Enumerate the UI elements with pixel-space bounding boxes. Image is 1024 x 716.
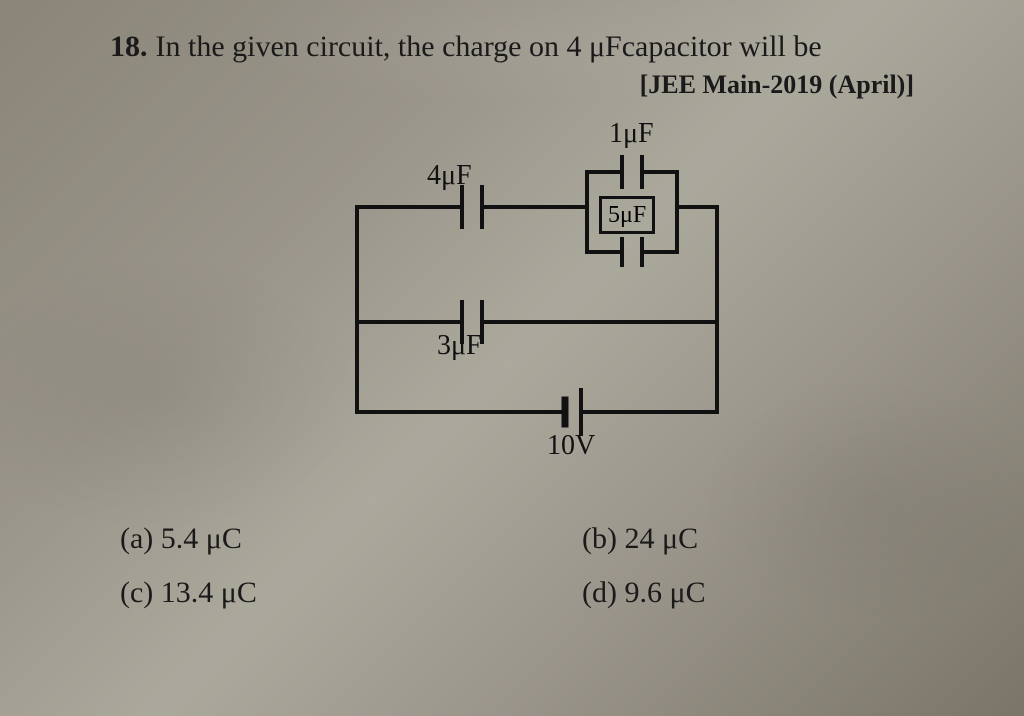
- option-c-value: 13.4 μC: [161, 576, 257, 609]
- option-c: (c) 13.4 μC: [120, 576, 462, 610]
- option-a-value: 5.4 μC: [161, 522, 242, 555]
- page: 18.In the given circuit, the charge on 4…: [0, 0, 1024, 716]
- circuit-container: 4μF 1μF 5μF 3μF 10V: [110, 112, 964, 492]
- question-body: In the given circuit, the charge on 4 μF…: [156, 30, 822, 63]
- circuit-diagram: 4μF 1μF 5μF 3μF 10V: [297, 112, 777, 492]
- option-d: (d) 9.6 μC: [582, 576, 924, 610]
- option-c-letter: (c): [120, 576, 153, 609]
- option-b: (b) 24 μC: [582, 522, 924, 556]
- option-b-value: 24 μC: [624, 522, 698, 555]
- question-number: 18.: [110, 30, 148, 63]
- cap-3uf-label: 3μF: [437, 330, 482, 362]
- cap-4uf-label: 4μF: [427, 160, 472, 192]
- cap-5uf-box: 5μF: [599, 196, 655, 234]
- option-d-letter: (d): [582, 576, 617, 609]
- source-citation: [JEE Main-2019 (April)]: [110, 70, 964, 100]
- option-a: (a) 5.4 μC: [120, 522, 462, 556]
- circuit-svg: [297, 112, 777, 492]
- option-b-letter: (b): [582, 522, 617, 555]
- cap-1uf-label: 1μF: [609, 118, 654, 150]
- battery-label: 10V: [547, 430, 595, 462]
- options-grid: (a) 5.4 μC (b) 24 μC (c) 13.4 μC (d) 9.6…: [110, 522, 964, 610]
- option-a-letter: (a): [120, 522, 153, 555]
- option-d-value: 9.6 μC: [624, 576, 705, 609]
- question-text: 18.In the given circuit, the charge on 4…: [110, 30, 964, 64]
